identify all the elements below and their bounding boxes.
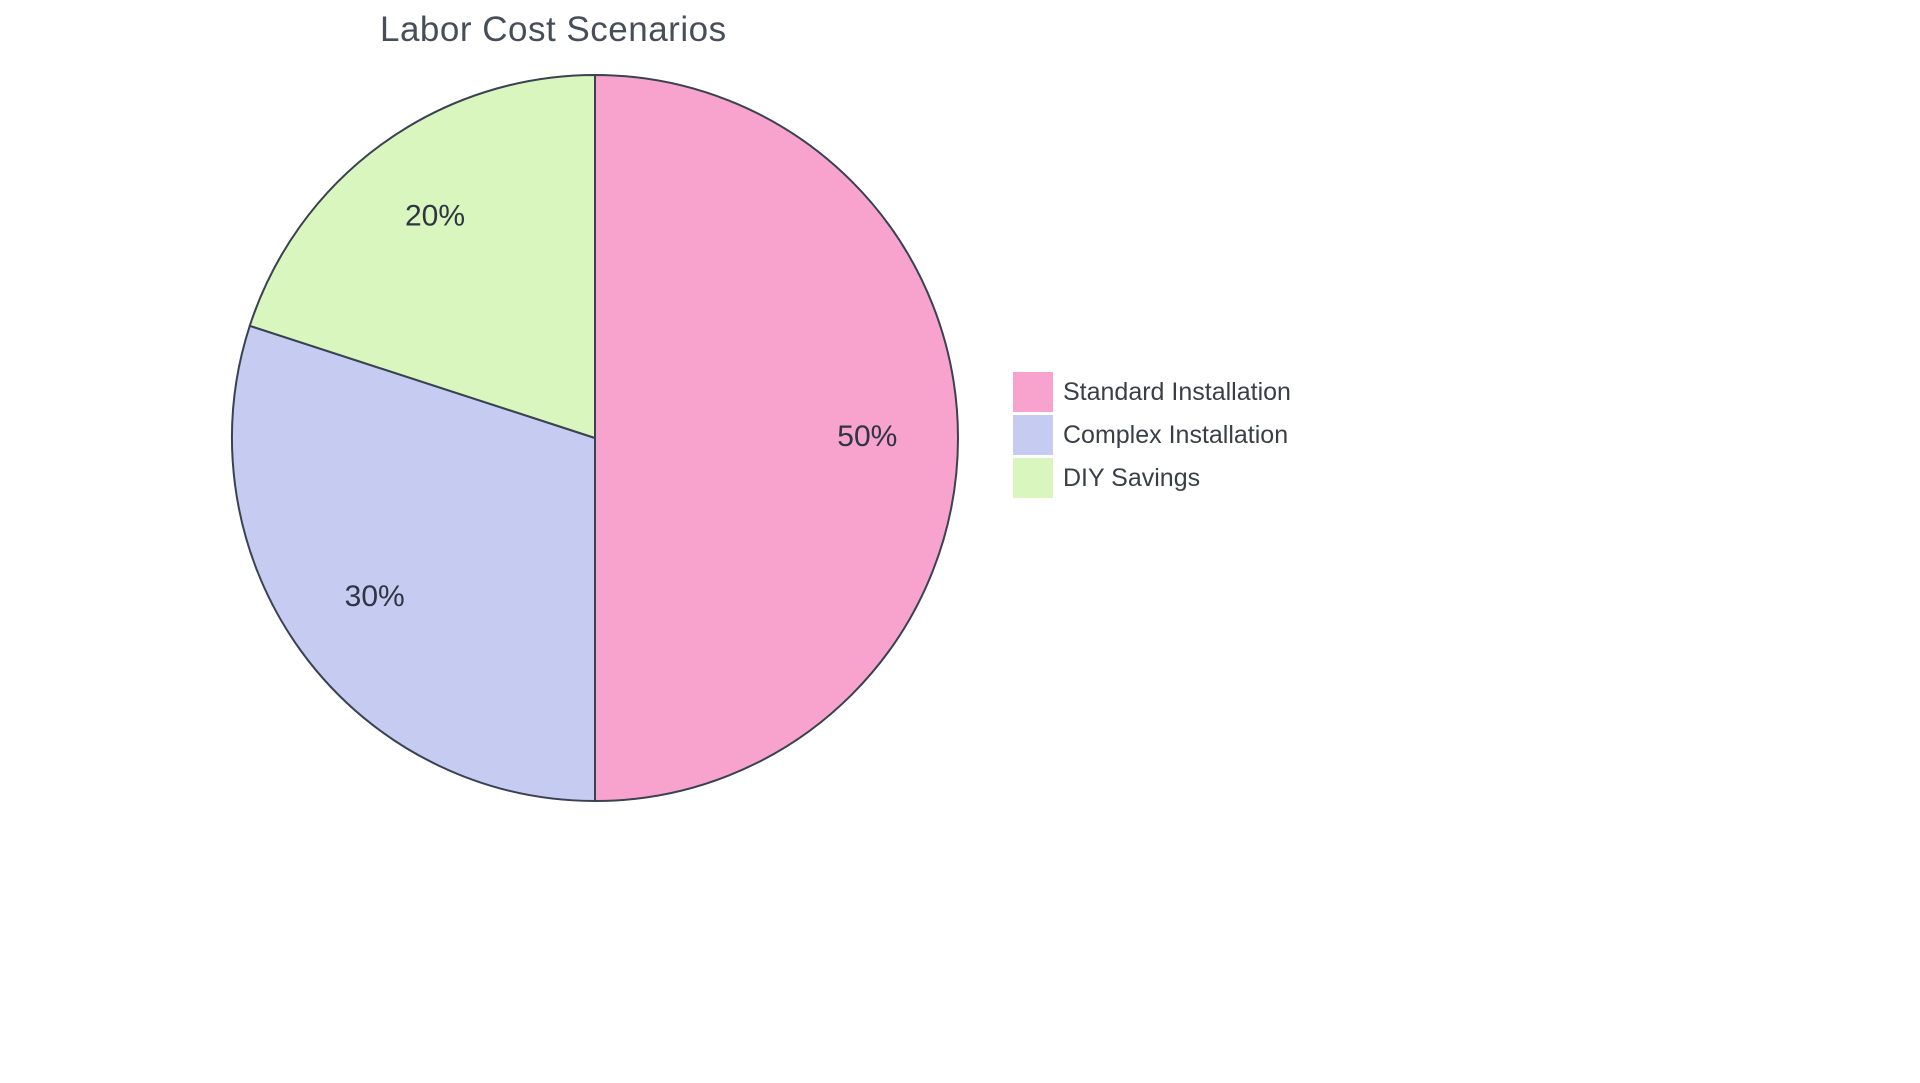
legend-swatch-diy-savings <box>1013 458 1053 498</box>
legend-label-complex-installation: Complex Installation <box>1063 420 1289 449</box>
legend-item-complex-installation[interactable]: Complex Installation <box>1013 415 1291 455</box>
slice-percentage-label-complex-installation: 30% <box>345 580 405 613</box>
legend-swatch-standard-installation <box>1013 372 1053 412</box>
legend-item-diy-savings[interactable]: DIY Savings <box>1013 458 1291 498</box>
chart-legend: Standard Installation Complex Installatio… <box>1013 372 1291 501</box>
slice-percentage-label-diy-savings: 20% <box>405 200 465 233</box>
pie-slice-complex-installation[interactable] <box>231 324 596 802</box>
slice-percentage-label-standard-installation: 50% <box>837 420 897 453</box>
legend-swatch-complex-installation <box>1013 415 1053 455</box>
pie-slice-diy-savings[interactable] <box>248 74 596 439</box>
pie-slice-standard-installation[interactable] <box>594 74 959 802</box>
chart-title: Labor Cost Scenarios <box>380 10 727 49</box>
legend-label-diy-savings: DIY Savings <box>1063 463 1201 492</box>
legend-item-standard-installation[interactable]: Standard Installation <box>1013 372 1291 412</box>
legend-label-standard-installation: Standard Installation <box>1063 377 1291 406</box>
